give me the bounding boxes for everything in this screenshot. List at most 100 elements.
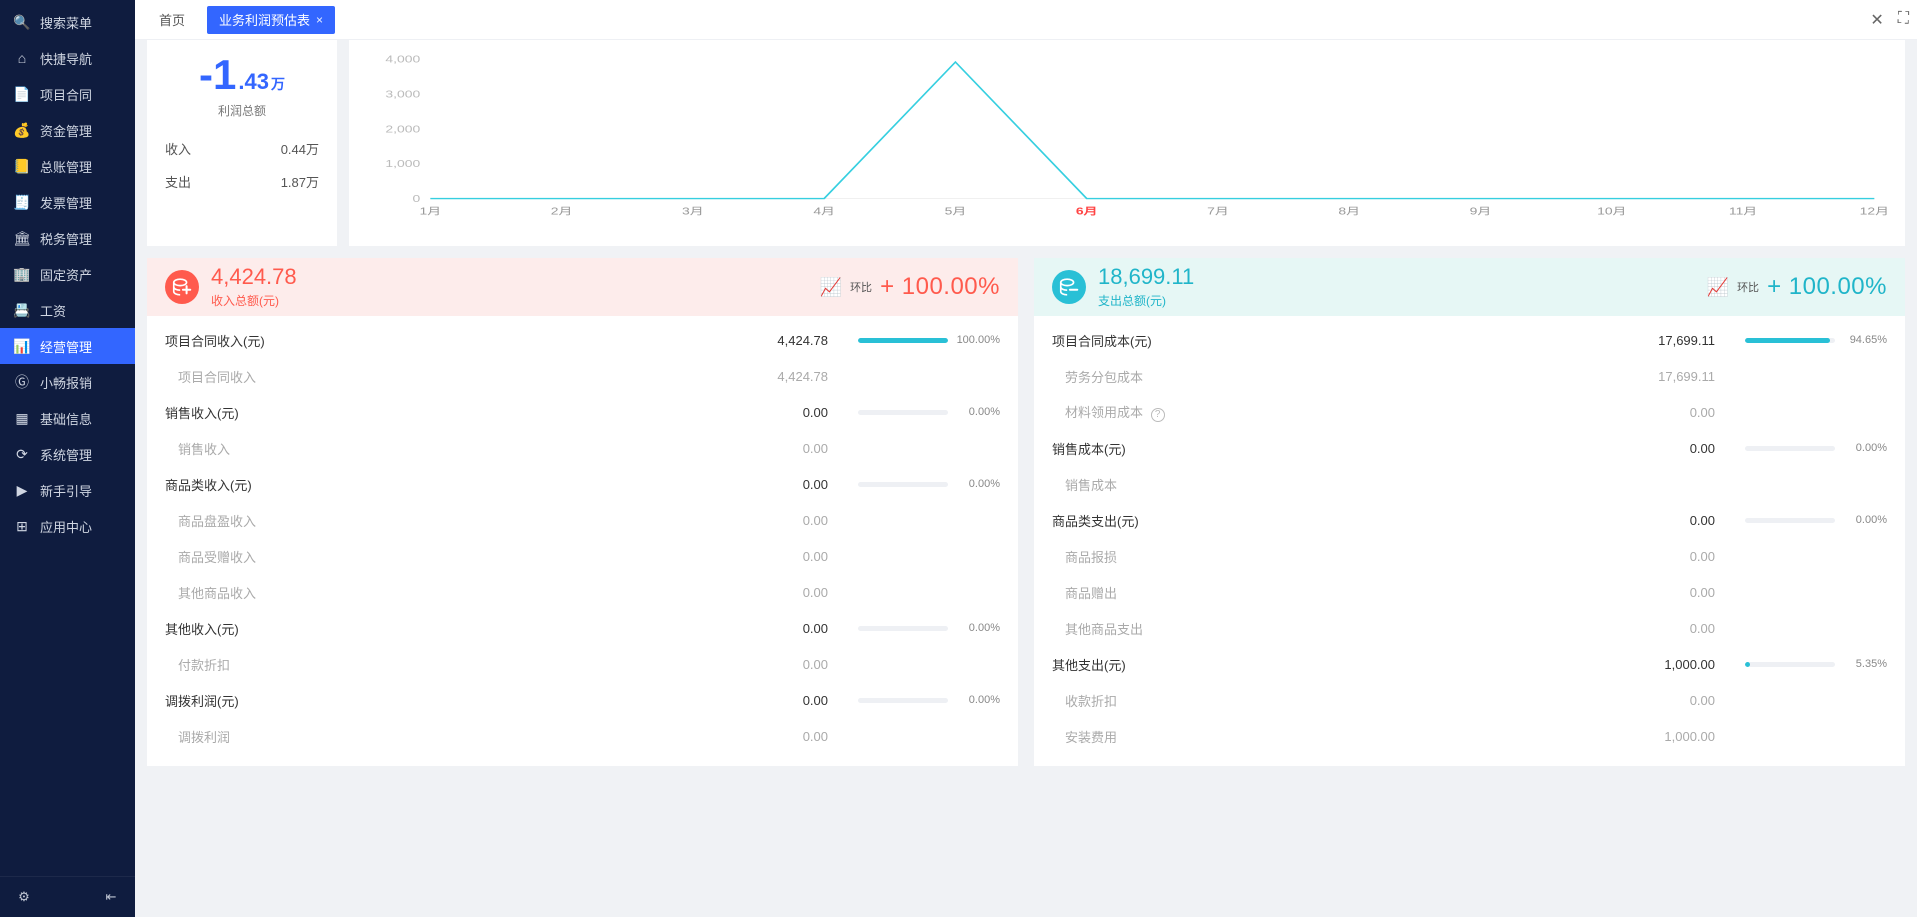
expense-rows: 项目合同成本(元)17,699.1194.65% 劳务分包成本17,699.11… [1034,316,1905,766]
sidebar-item-2[interactable]: 📄项目合同 [0,76,135,112]
row-name: 调拨利润(元) [165,691,666,710]
sidebar-item-14[interactable]: ⊞ 应用中心 [0,508,135,544]
panels: 4,424.78 收入总额(元) 📈 环比 + 100.00% 项目合同收入(元… [147,258,1905,766]
sidebar-menu: 🔍搜索菜单 ⌂ 快捷导航 📄项目合同💰资金管理 📒 总账管理 🧾发票管理🏛税务管理🏢固定资产… [0,0,135,876]
sidebar-item-4[interactable]: 📒 总账管理 [0,148,135,184]
expense-panel: 18,699.11 支出总额(元) 📈 环比 + 100.00% 项目合同成本(… [1034,258,1905,766]
row-value: 4,424.78 [678,369,828,384]
row-name: 商品报损 [1052,547,1553,566]
tab-active-label: 业务利润预估表 [219,10,310,29]
row-value: 0.00 [678,549,828,564]
row-name: 调拨利润 [165,727,666,746]
svg-text:7月: 7月 [1207,206,1229,217]
sidebar-icon: ▶ [14,482,30,498]
collapse-icon[interactable]: ⇤ [101,887,121,907]
sidebar-item-label: 应用中心 [40,517,92,536]
row-name: 收款折扣 [1052,691,1553,710]
sidebar-icon: 🏢 [14,266,30,282]
row-value: 0.00 [678,621,828,636]
profit-int: -1 [199,54,236,96]
table-row-minor: 材料领用成本 ?0.00 [1052,394,1887,430]
fullscreen-icon[interactable]: ⛶ [1898,10,1909,30]
svg-text:12月: 12月 [1860,206,1887,217]
svg-text:5月: 5月 [945,206,967,217]
sidebar-item-label: 快捷导航 [40,49,92,68]
sidebar-icon: 📒 [14,158,30,174]
table-row-major: 商品类收入(元)0.000.00% [165,466,1000,502]
tab-home-label: 首页 [159,10,185,29]
table-row-major: 商品类支出(元) 0.00 0.00% [1052,502,1887,538]
sidebar-item-0[interactable]: 🔍搜索菜单 [0,4,135,40]
sidebar-item-9[interactable]: 📊 经营管理 [0,328,135,364]
table-row-minor: 其他商品收入0.00 [165,574,1000,610]
summary-expense-label: 支出 [165,172,191,191]
row-pct: 0.00% [1841,514,1887,526]
summary-expense-value: 1.87万 [281,172,319,191]
row-value: 0.00 [678,513,828,528]
sidebar-item-1[interactable]: ⌂ 快捷导航 [0,40,135,76]
sidebar-icon: ⌂ [14,50,30,66]
row-bar: 0.00% [840,622,1000,634]
sidebar-item-label: 总账管理 [40,157,92,176]
sidebar-icon: Ⓖ [14,374,30,390]
row-name: 材料领用成本 ? [1052,402,1553,422]
svg-text:4,000: 4,000 [385,54,420,65]
tab-active[interactable]: 业务利润预估表 × [207,6,335,34]
row-value: 0.00 [1565,441,1715,456]
table-row-major: 项目合同成本(元)17,699.1194.65% [1052,322,1887,358]
close-all-icon[interactable]: ✕ [1870,10,1883,30]
table-row-minor: 付款折扣0.00 [165,646,1000,682]
sidebar-item-13[interactable]: ▶新手引导 [0,472,135,508]
row-bar: 5.35% [1727,658,1887,670]
row-value: 0.00 [678,585,828,600]
row-name: 商品类支出(元) [1052,511,1553,530]
row-value: 0.00 [678,693,828,708]
row-name: 安装费用 [1052,727,1553,746]
sidebar-item-label: 经营管理 [40,337,92,356]
sidebar-icon: 🔍 [14,14,30,30]
row-name: 商品赠出 [1052,583,1553,602]
profit-unit: 万 [271,74,285,94]
row-name: 其他支出(元) [1052,655,1553,674]
table-row-major: 其他收入(元)0.000.00% [165,610,1000,646]
svg-text:0: 0 [412,193,420,204]
sidebar-item-label: 项目合同 [40,85,92,104]
table-row-major: 项目合同收入(元)4,424.78100.00% [165,322,1000,358]
sidebar-item-3[interactable]: 💰资金管理 [0,112,135,148]
row-pct: 0.00% [954,694,1000,706]
summary-income-value: 0.44万 [281,139,319,158]
help-icon[interactable]: ? [1151,408,1165,422]
expense-amount: 18,699.11 [1098,265,1194,289]
sidebar-item-label: 资金管理 [40,121,92,140]
sidebar-item-12[interactable]: ⟳系统管理 [0,436,135,472]
sidebar-item-label: 系统管理 [40,445,92,464]
row-bar: 0.00% [840,478,1000,490]
sidebar-item-11[interactable]: ▦基础信息 [0,400,135,436]
income-icon [165,270,199,304]
sidebar-item-8[interactable]: 📇工资 [0,292,135,328]
chart-card: 4,0003,0002,0001,00001月2月3月4月5月6月7月8月9月1… [349,40,1905,246]
tab-home[interactable]: 首页 [147,6,197,34]
sidebar-item-10[interactable]: Ⓖ小畅报销 [0,364,135,400]
income-amount: 4,424.78 [211,265,297,289]
row-name: 销售收入(元) [165,403,666,422]
row-value: 0.00 [678,477,828,492]
trend-chart: 4,0003,0002,0001,00001月2月3月4月5月6月7月8月9月1… [367,50,1887,240]
row-pct: 0.00% [954,478,1000,490]
income-ring-label: 环比 [850,279,872,295]
close-icon[interactable]: × [316,13,323,27]
sidebar-icon: ▦ [14,410,30,426]
settings-icon[interactable]: ⚙ [14,887,34,907]
sidebar-item-6[interactable]: 🏛税务管理 [0,220,135,256]
sidebar-item-5[interactable]: 🧾发票管理 [0,184,135,220]
sidebar-item-7[interactable]: 🏢固定资产 [0,256,135,292]
table-row-major: 调拨利润(元) 0.00 0.00% [165,682,1000,718]
row-value: 0.00 [1565,513,1715,528]
sidebar-icon: ⊞ [14,518,30,534]
row-value: 0.00 [678,441,828,456]
sidebar-icon: 🧾 [14,194,30,210]
svg-text:3,000: 3,000 [385,88,420,99]
svg-text:4月: 4月 [813,206,835,217]
summary-income-label: 收入 [165,139,191,158]
sidebar-icon: 📊 [14,338,30,354]
